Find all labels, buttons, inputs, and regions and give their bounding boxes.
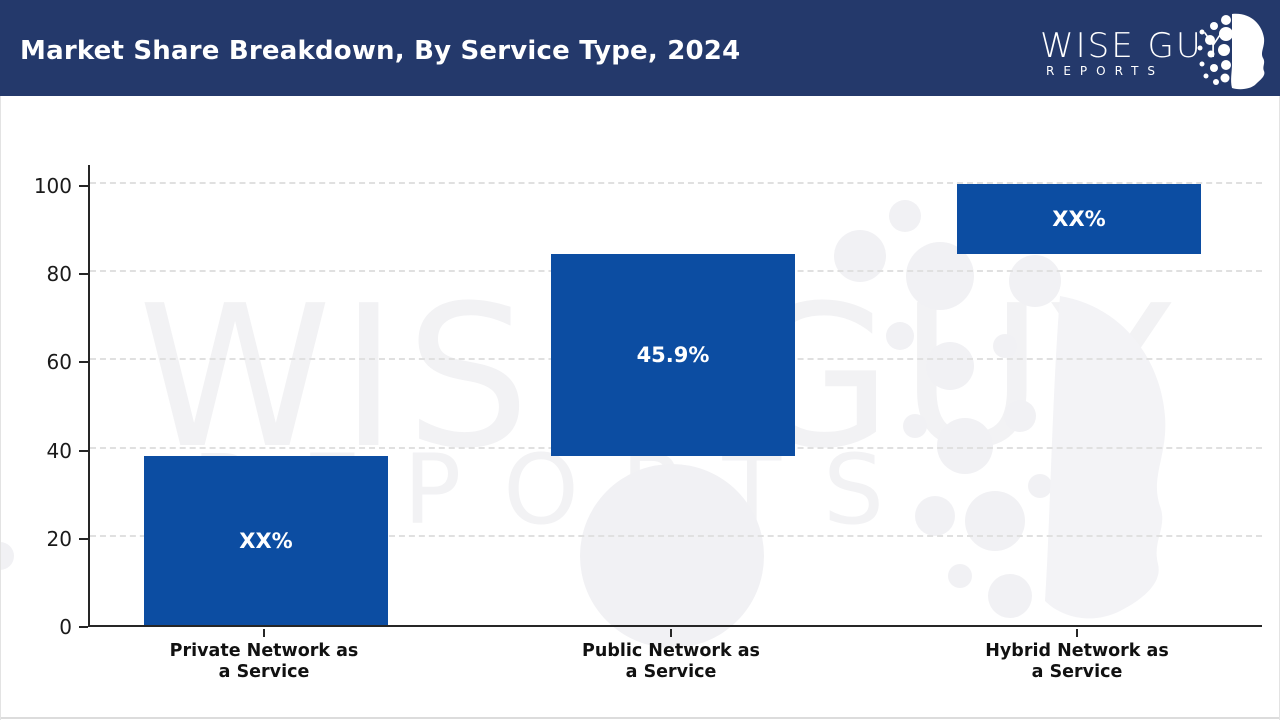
logo-subtext: REPORTS	[1046, 64, 1165, 78]
x-axis: Private Network as a Service Public Networ…	[0, 627, 1280, 720]
bar-segment: 45.9%	[551, 253, 795, 457]
y-tick-mark	[79, 273, 88, 276]
y-tick-label: 100	[33, 174, 72, 198]
bar-value-label: XX%	[239, 528, 293, 553]
logo-wordmark: WISE GUY	[1040, 26, 1226, 66]
header-bar: Market Share Breakdown, By Service Type,…	[0, 0, 1280, 96]
y-tick-label: 0	[59, 615, 72, 639]
y-tick-label: 20	[46, 526, 72, 551]
y-tick-mark	[79, 537, 88, 540]
bar-segment: XX%	[957, 184, 1201, 254]
watermark-face-dots	[0, 200, 1166, 648]
y-tick-label: 60	[46, 350, 72, 375]
x-tick-mark	[263, 629, 265, 637]
bottom-hairline	[0, 717, 1280, 719]
x-category-line: a Service	[218, 662, 310, 682]
logo-face-icon	[1197, 13, 1265, 90]
x-category-line: Public Network as	[582, 641, 760, 661]
x-category-line: a Service	[1031, 662, 1123, 682]
x-category-label: Public Network as a Service	[511, 641, 831, 683]
plot-area: XX% 45.9% XX%	[88, 165, 1262, 627]
y-tick-mark	[79, 626, 88, 628]
chart-title: Market Share Breakdown, By Service Type,…	[20, 36, 741, 66]
x-category-line: Private Network as	[169, 641, 359, 661]
gridline	[90, 182, 1262, 184]
chart-area: WISE GUY REPORTS XX%45.9%XX% 02040608010…	[0, 96, 1280, 720]
x-category-label: Hybrid Network as a Service	[917, 641, 1237, 683]
y-axis: 0 20 40 60 80 100	[0, 165, 88, 637]
gridline	[90, 534, 1262, 537]
y-tick-mark	[79, 361, 88, 364]
x-category-line: Hybrid Network as	[985, 641, 1169, 661]
x-tick-mark	[670, 629, 672, 637]
x-category-label: Private Network as a Service	[104, 641, 424, 683]
brand-logo: WISE GUY REPORTS	[1012, 8, 1265, 90]
y-tick-label: 40	[46, 438, 72, 463]
x-category-line: a Service	[625, 662, 717, 682]
y-tick-mark	[79, 449, 88, 452]
left-edge-border	[0, 96, 1, 720]
bar-value-label: XX%	[1052, 206, 1106, 231]
bar-value-label: 45.9%	[636, 342, 710, 367]
y-tick-label: 80	[46, 262, 72, 287]
bar-segment: XX%	[144, 456, 388, 625]
y-tick-mark	[79, 185, 88, 187]
x-tick-mark	[1076, 629, 1078, 637]
